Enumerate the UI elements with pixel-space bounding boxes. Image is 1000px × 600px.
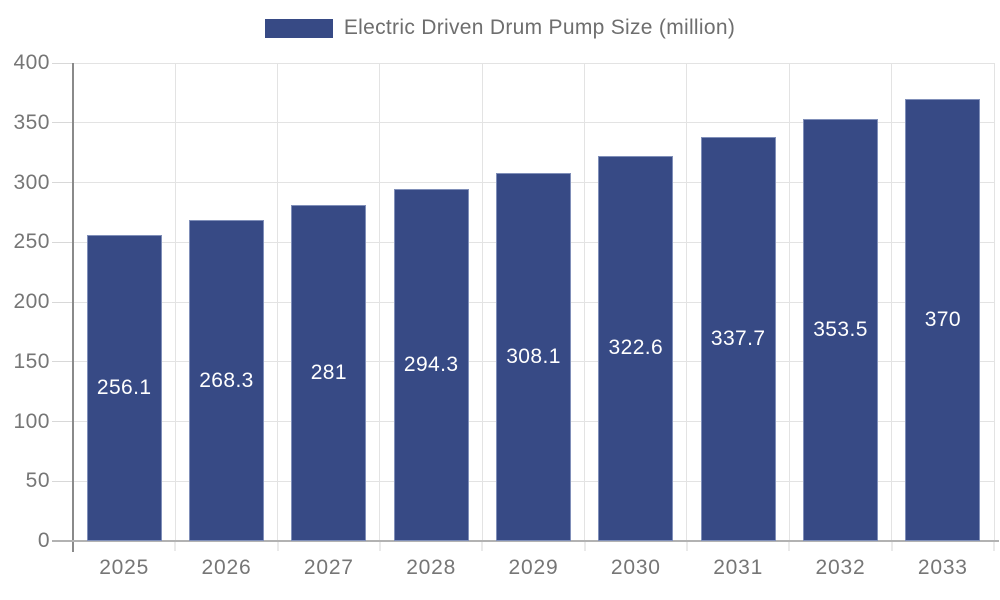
x-axis-category-label: 2029	[508, 556, 559, 579]
bar[interactable]: 322.6	[598, 155, 674, 541]
legend: Electric Driven Drum Pump Size (million)	[0, 16, 1000, 40]
y-axis-tick-label: 250	[13, 230, 50, 254]
bar-value-label: 308.1	[506, 344, 561, 368]
y-axis-tick-label: 150	[13, 349, 50, 373]
x-axis-tick	[584, 541, 586, 551]
bar[interactable]: 337.7	[700, 137, 776, 541]
vertical-gridline	[686, 63, 688, 541]
bar[interactable]: 308.1	[496, 172, 571, 541]
x-axis-tick	[379, 541, 381, 551]
bar-value-label: 256.1	[96, 375, 152, 399]
y-axis-tick-label: 100	[13, 409, 50, 433]
x-axis-tick	[686, 541, 688, 551]
bar[interactable]: 294.3	[393, 189, 469, 541]
bar-value-label: 294.3	[403, 353, 459, 377]
bar-value-label: 370	[924, 307, 961, 331]
x-axis-tick	[277, 541, 279, 551]
y-axis-tick-label: 300	[13, 170, 50, 194]
bar[interactable]: 281	[291, 205, 367, 541]
y-axis-tick	[52, 182, 73, 183]
y-axis-tick	[52, 62, 73, 64]
vertical-gridline	[481, 63, 483, 541]
bar[interactable]: 256.1	[86, 234, 162, 541]
legend-label[interactable]: Electric Driven Drum Pump Size (million)	[343, 16, 736, 39]
legend-swatch[interactable]	[264, 18, 333, 38]
bar-value-label: 268.3	[199, 368, 254, 392]
plot-area: 256.1 268.3 281 294.3 308.1 322.6 337.7 353.5 37…	[13, 51, 999, 579]
vertical-gridline	[891, 63, 893, 541]
x-axis-line	[52, 540, 999, 542]
bar-value-label: 281	[310, 361, 347, 385]
y-axis-tick	[52, 480, 73, 482]
y-axis-tick-label: 50	[25, 469, 50, 493]
y-axis-tick-label: 0	[37, 529, 50, 552]
y-axis-tick	[52, 361, 73, 363]
vertical-gridline	[993, 63, 995, 541]
bar-value-label: 337.7	[710, 327, 766, 351]
x-axis-category-label: 2032	[815, 556, 866, 579]
y-axis-tick	[52, 122, 73, 124]
horizontal-gridline	[73, 62, 994, 64]
bar[interactable]: 353.5	[803, 118, 878, 541]
horizontal-gridline	[73, 122, 994, 124]
x-axis-category-label: 2031	[713, 556, 764, 579]
bar-value-label: 322.6	[608, 336, 664, 360]
x-axis-category-label: 2027	[303, 556, 354, 579]
x-axis-category-label: 2033	[917, 556, 968, 579]
bar-value-label: 353.5	[813, 317, 868, 341]
x-axis-category-label: 2028	[406, 556, 457, 579]
y-axis-line	[72, 63, 74, 552]
vertical-gridline	[277, 63, 279, 541]
vertical-gridline	[174, 63, 176, 541]
x-axis-tick	[174, 541, 176, 551]
x-axis-category-label: 2025	[99, 556, 150, 579]
x-axis-tick	[993, 541, 995, 551]
y-axis-tick-label: 200	[13, 290, 50, 313]
y-axis-tick-label: 400	[13, 51, 50, 74]
x-axis-category-label: 2030	[610, 556, 661, 579]
y-axis-tick	[52, 301, 73, 303]
y-axis-tick	[52, 421, 73, 422]
x-axis-tick	[788, 541, 790, 551]
vertical-gridline	[584, 63, 586, 541]
vertical-gridline	[379, 63, 381, 541]
x-axis-tick	[481, 541, 483, 551]
y-axis-tick-label: 350	[13, 110, 50, 134]
bar[interactable]: 370	[905, 98, 981, 541]
bar[interactable]: 268.3	[188, 220, 264, 541]
y-axis-tick	[52, 241, 73, 243]
x-axis-category-label: 2026	[201, 556, 252, 579]
vertical-gridline	[788, 63, 790, 541]
x-axis-tick	[891, 541, 893, 551]
